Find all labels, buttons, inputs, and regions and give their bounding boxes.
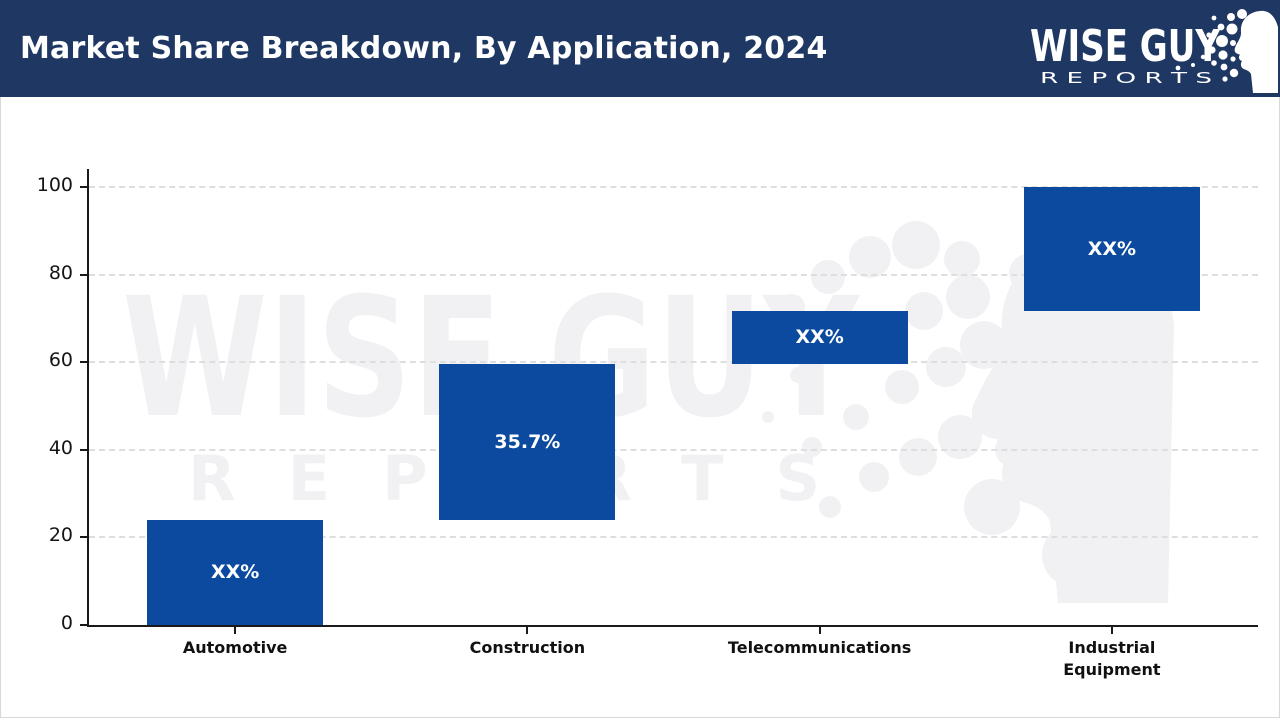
y-axis-tick [80, 186, 88, 188]
y-axis-tick [80, 624, 88, 626]
bar-value-label-telecommunications: XX% [795, 326, 844, 349]
gridline-60 [89, 361, 1258, 364]
x-axis-tick [234, 627, 237, 634]
bar-value-label-automotive: XX% [210, 561, 260, 584]
logo-wordmark: WISE GUY [1030, 21, 1221, 72]
gridline-40 [89, 448, 1258, 451]
y-axis-tick-label: 80 [48, 261, 73, 284]
gridline-80 [89, 273, 1258, 276]
gridline-100 [89, 186, 1258, 188]
waterfall-chart: 0 20 40 60 80 100 XX% Automotive 35.7% Constructi… [0, 97, 1280, 720]
y-axis-line [87, 169, 89, 627]
bar-value-label-industrial-equipment: XX% [1087, 238, 1137, 261]
category-label-telecommunications: Telecommunications [727, 638, 912, 657]
page-title: Market Share Breakdown, By Application, … [20, 31, 828, 66]
category-label-construction: Construction [469, 638, 586, 657]
y-axis-tick-label: 20 [48, 524, 73, 547]
bar-industrial-equipment: XX% [1023, 187, 1200, 312]
logo-face-icon [1175, 9, 1278, 93]
bar-telecommunications: XX% [731, 311, 908, 364]
y-axis-tick-label: 60 [48, 349, 73, 372]
bar-value-label-construction: 35.7% [494, 430, 561, 453]
y-axis-tick [80, 273, 88, 276]
gridline-20 [89, 536, 1258, 539]
x-axis-tick [1110, 627, 1113, 634]
y-axis-tick [80, 361, 88, 364]
x-axis-tick [526, 627, 529, 634]
x-axis-tick [818, 627, 821, 634]
y-axis-tick [80, 448, 88, 451]
y-axis-tick [80, 536, 88, 539]
header-bar: Market Share Breakdown, By Application, … [0, 0, 1280, 97]
y-axis-tick-label: 40 [48, 436, 73, 459]
bar-construction: 35.7% [439, 363, 616, 520]
y-axis-tick-label: 100 [36, 174, 73, 196]
logo-subtext: R E P O R T S [1040, 69, 1212, 87]
category-label-industrial-equipment: Industrial Equipment [1063, 638, 1161, 679]
wise-guy-reports-logo: WISE GUY R E P O R T S [1030, 9, 1278, 93]
x-axis-line [87, 625, 1258, 627]
y-axis-tick-label: 0 [60, 612, 73, 634]
category-label-automotive: Automotive [182, 638, 288, 657]
watermark-face-icon [751, 221, 1174, 603]
bar-automotive: XX% [147, 519, 324, 625]
